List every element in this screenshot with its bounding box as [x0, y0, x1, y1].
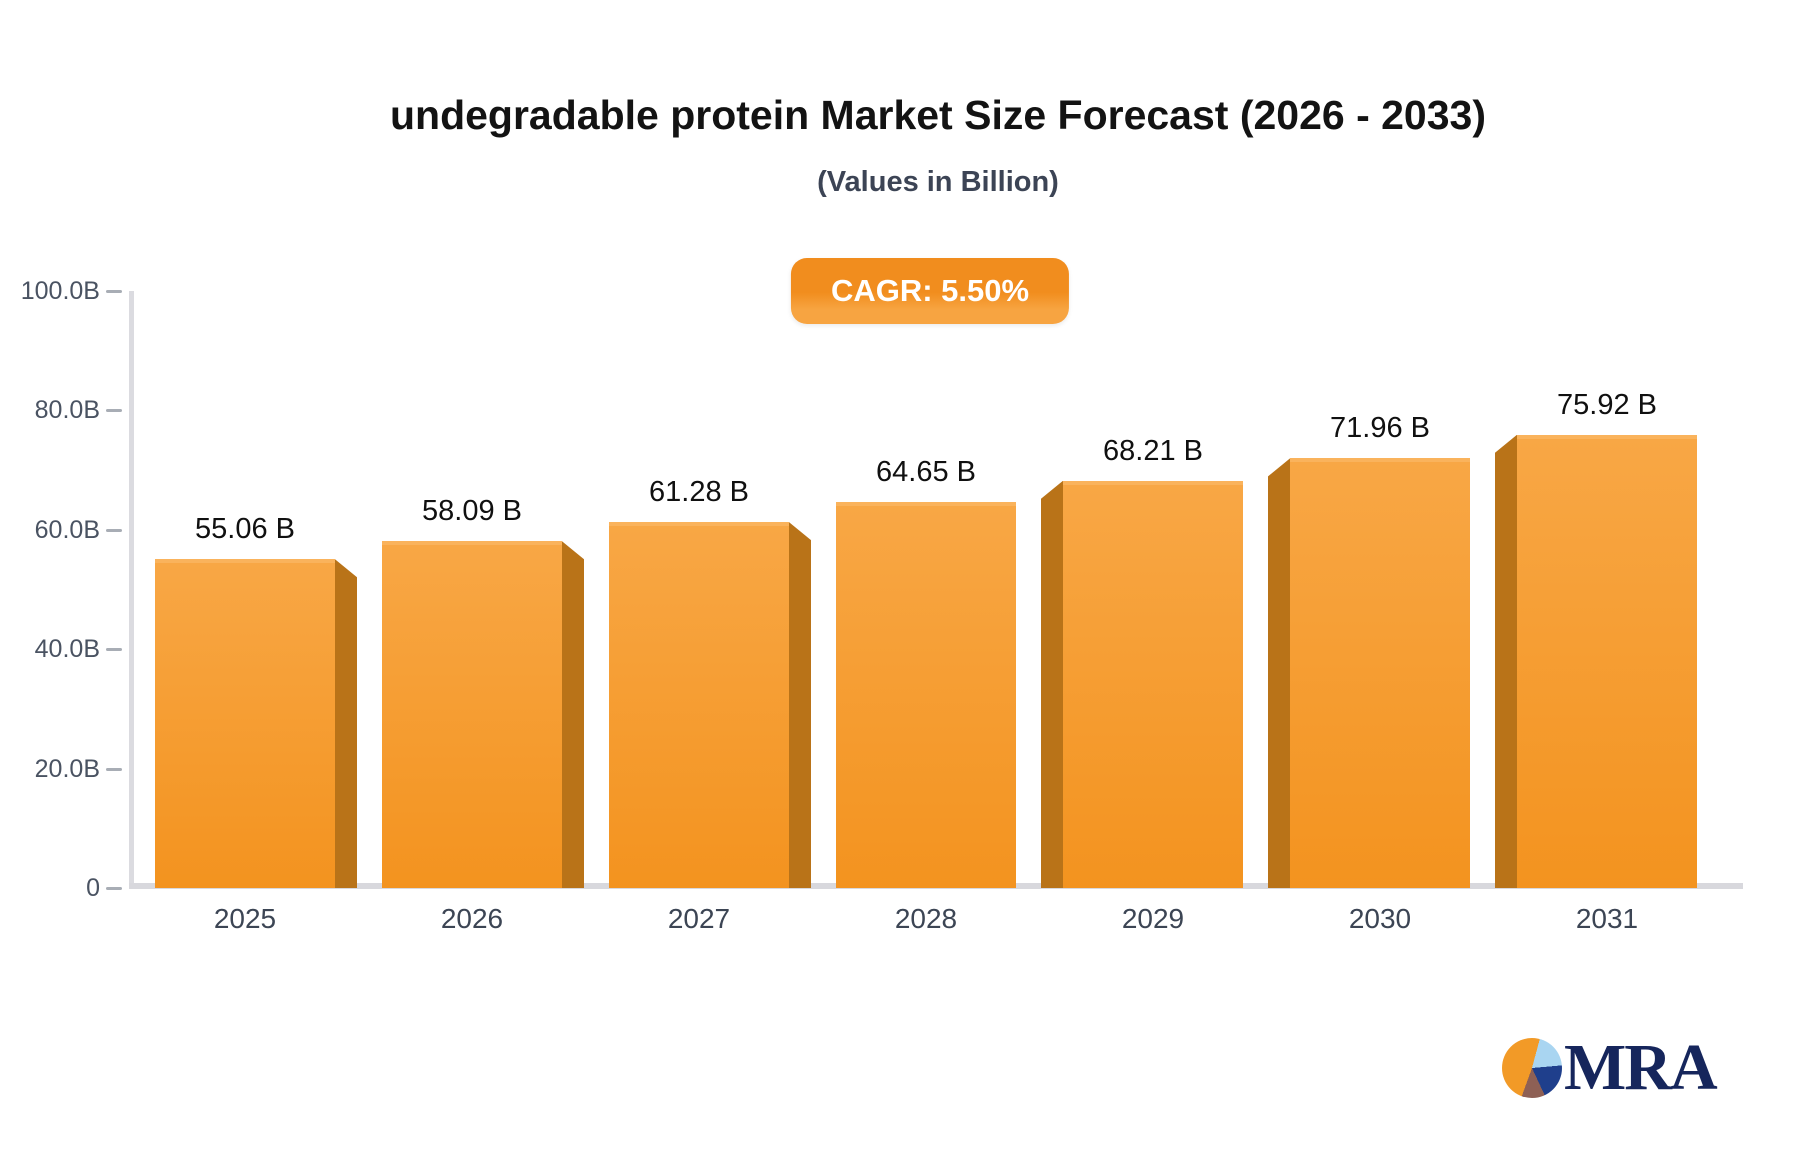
bar-value-label: 64.65 B — [876, 456, 976, 489]
bar-2030 — [1290, 458, 1470, 888]
brand-logo: MRA — [1502, 1031, 1718, 1104]
brand-logo-text: MRA — [1564, 1031, 1718, 1104]
y-axis-line — [129, 291, 134, 883]
bar-3d-side — [1041, 480, 1063, 888]
y-tick-label: 60.0B — [34, 515, 100, 544]
y-tick-label: 80.0B — [34, 396, 100, 425]
chart-title: undegradable protein Market Size Forecas… — [390, 92, 1486, 138]
bar-2027 — [609, 522, 789, 888]
y-tick-dash — [106, 290, 122, 293]
bar-2026 — [382, 541, 562, 888]
x-tick-label: 2029 — [1121, 903, 1185, 934]
cagr-badge: CAGR: 5.50% — [790, 258, 1070, 324]
y-tick-dash — [106, 767, 122, 771]
y-tick-dash — [106, 887, 122, 890]
y-tick-dash — [106, 528, 122, 532]
bar-3d-side — [789, 522, 811, 888]
x-tick-label: 2025 — [213, 903, 277, 934]
bar-value-label: 75.92 B — [1557, 388, 1657, 421]
x-tick-label: 2030 — [1348, 903, 1412, 934]
bar-3d-side — [335, 559, 357, 888]
y-tick-dash — [106, 409, 122, 413]
bar-value-label: 68.21 B — [1103, 434, 1203, 467]
bar-value-label: 55.06 B — [195, 513, 295, 546]
bar-value-label: 71.96 B — [1330, 412, 1430, 445]
y-tick-label: 20.0B — [34, 754, 100, 783]
bar-3d-side — [562, 541, 584, 888]
x-tick-label: 2028 — [894, 903, 958, 934]
bar-2029 — [1063, 480, 1243, 888]
bar-2031 — [1517, 434, 1697, 888]
x-tick-label: 2027 — [667, 903, 731, 934]
bar-3d-side — [1495, 434, 1517, 888]
y-tick-label: 100.0B — [20, 277, 100, 305]
y-tick-dash — [106, 648, 122, 652]
y-tick-label: 0 — [86, 874, 100, 902]
bar-value-label: 58.09 B — [422, 495, 522, 528]
bar-2025 — [155, 559, 335, 888]
bar-2028 — [836, 502, 1016, 888]
bar-3d-side — [1268, 458, 1290, 888]
x-tick-label: 2031 — [1575, 903, 1639, 934]
x-tick-label: 2026 — [440, 903, 504, 934]
chart-subtitle: (Values in Billion) — [817, 166, 1059, 198]
bar-value-label: 61.28 B — [649, 476, 749, 509]
y-tick-label: 40.0B — [34, 635, 100, 664]
pie-chart-logo-icon — [1502, 1038, 1562, 1098]
